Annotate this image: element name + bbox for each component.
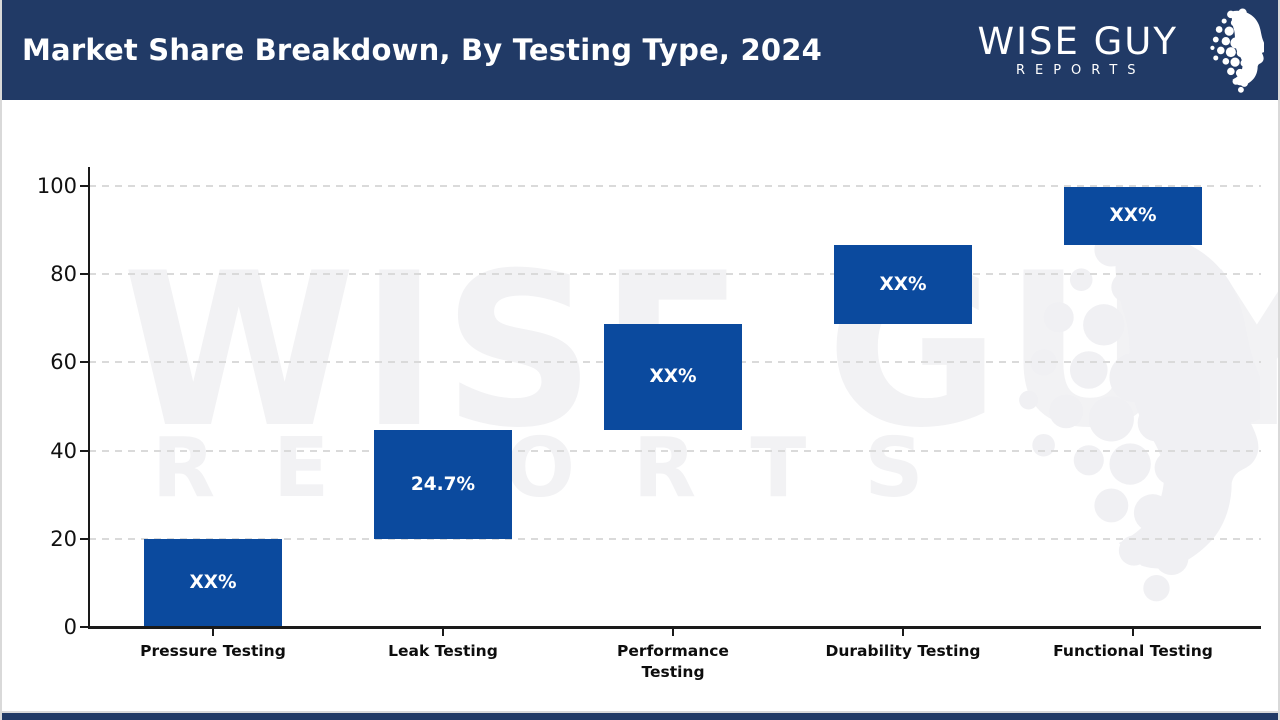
y-axis-tick-label: 60	[50, 350, 77, 375]
header-bar: Market Share Breakdown, By Testing Type,…	[2, 0, 1278, 100]
x-axis-tick-mark	[672, 628, 674, 636]
brand-subtitle: REPORTS	[1015, 62, 1146, 78]
bar-value-label: XX%	[1109, 205, 1157, 227]
y-axis-tick-label: 20	[50, 526, 77, 551]
x-axis-category-label: Pressure Testing	[140, 642, 286, 660]
y-axis-tick-mark	[80, 626, 88, 628]
bar-value-label: XX%	[649, 366, 697, 388]
y-axis-tick-label: 40	[50, 438, 77, 463]
bar-durability-testing: XX%	[834, 244, 972, 325]
y-axis-tick-label: 80	[50, 262, 77, 287]
x-axis-category-label: Functional Testing	[1053, 642, 1213, 660]
brand-logo: WISE GUY REPORTS	[978, 6, 1264, 94]
y-axis-tick-mark	[80, 185, 88, 187]
bar-functional-testing: XX%	[1064, 187, 1202, 245]
bar-pressure-testing: XX%	[144, 538, 282, 627]
gridline-y20	[89, 537, 1261, 540]
bar-value-label: XX%	[879, 273, 927, 295]
x-axis-category-label: Durability Testing	[825, 642, 981, 660]
footer-strip	[2, 713, 1278, 720]
bar-performance-testing: XX%	[604, 324, 742, 430]
x-axis-tick-mark	[442, 628, 444, 636]
gridline-y80	[89, 273, 1261, 276]
y-axis-line	[88, 167, 90, 629]
x-axis-category-label: Leak Testing	[388, 642, 498, 660]
bottom-hairline	[2, 711, 1278, 713]
y-axis-tick-mark	[80, 361, 88, 364]
x-axis-tick-mark	[1132, 628, 1134, 636]
y-axis-tick-mark	[80, 273, 88, 276]
gridline-y100	[89, 185, 1261, 187]
brand-face-dots-icon	[1210, 8, 1264, 93]
chart-title: Market Share Breakdown, By Testing Type,…	[22, 33, 822, 67]
x-axis-tick-mark	[902, 628, 904, 636]
bar-value-label: 24.7%	[410, 473, 476, 495]
bar-leak-testing: 24.7%	[374, 429, 512, 539]
y-axis-tick-mark	[80, 537, 88, 540]
brand-name: WISE GUY	[977, 19, 1178, 63]
x-axis-tick-mark	[212, 628, 214, 636]
x-axis-category-label: Performance Testing	[617, 642, 729, 681]
y-axis-tick-label: 0	[63, 615, 77, 639]
bar-value-label: XX%	[189, 572, 237, 594]
x-axis-line	[88, 626, 1261, 629]
y-axis-tick-mark	[80, 449, 88, 452]
y-axis-tick-label: 100	[36, 174, 77, 198]
brand-logo-text: WISE GUY REPORTS	[978, 23, 1178, 78]
gridline-y40	[89, 449, 1261, 452]
